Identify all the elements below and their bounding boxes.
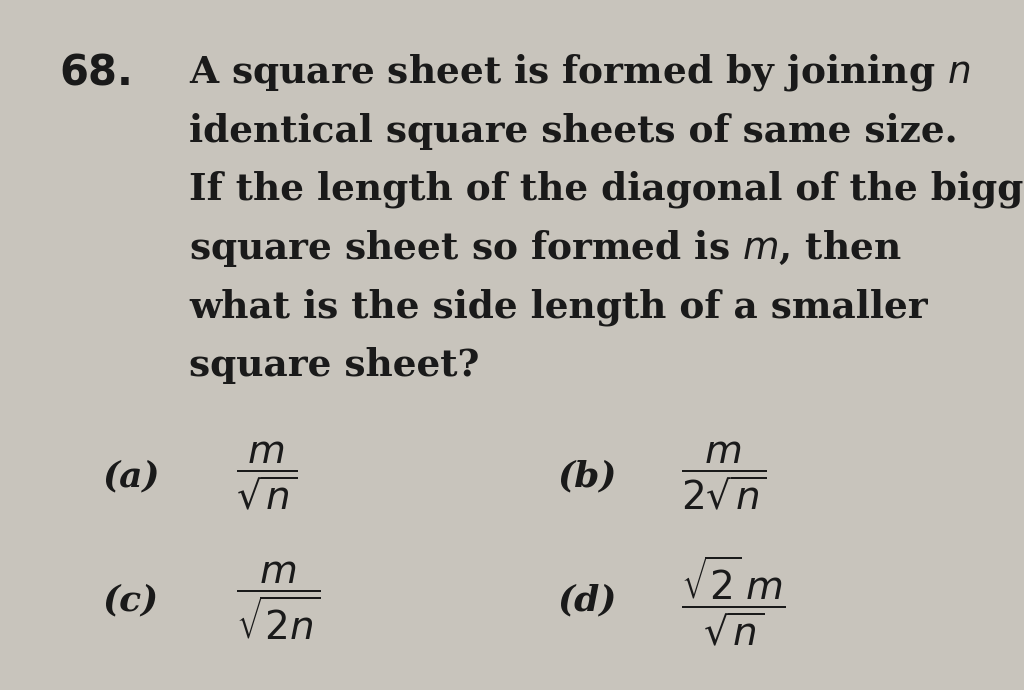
Text: If the length of the diagonal of the bigger: If the length of the diagonal of the big… [189, 171, 1024, 208]
Text: $\dfrac{\sqrt{2}\,m}{\sqrt{n}}$: $\dfrac{\sqrt{2}\,m}{\sqrt{n}}$ [681, 553, 785, 648]
Text: $\dfrac{m}{\sqrt{n}}$: $\dfrac{m}{\sqrt{n}}$ [236, 440, 297, 513]
Text: (d): (d) [558, 583, 617, 618]
Text: $\dfrac{m}{2\sqrt{n}}$: $\dfrac{m}{2\sqrt{n}}$ [681, 440, 767, 513]
Text: (a): (a) [102, 459, 160, 493]
Text: identical square sheets of same size.: identical square sheets of same size. [189, 112, 958, 150]
Text: $\dfrac{m}{\sqrt{2n}}$: $\dfrac{m}{\sqrt{2n}}$ [236, 559, 321, 642]
Text: (b): (b) [558, 459, 617, 493]
Text: square sheet so formed is $m$, then: square sheet so formed is $m$, then [189, 228, 902, 269]
Text: $\mathbf{68.}$: $\mathbf{68.}$ [59, 52, 131, 93]
Text: A square sheet is formed by joining $n$: A square sheet is formed by joining $n$ [189, 52, 971, 93]
Text: square sheet?: square sheet? [189, 347, 480, 384]
Text: (c): (c) [102, 583, 159, 618]
Text: what is the side length of a smaller: what is the side length of a smaller [189, 288, 928, 326]
